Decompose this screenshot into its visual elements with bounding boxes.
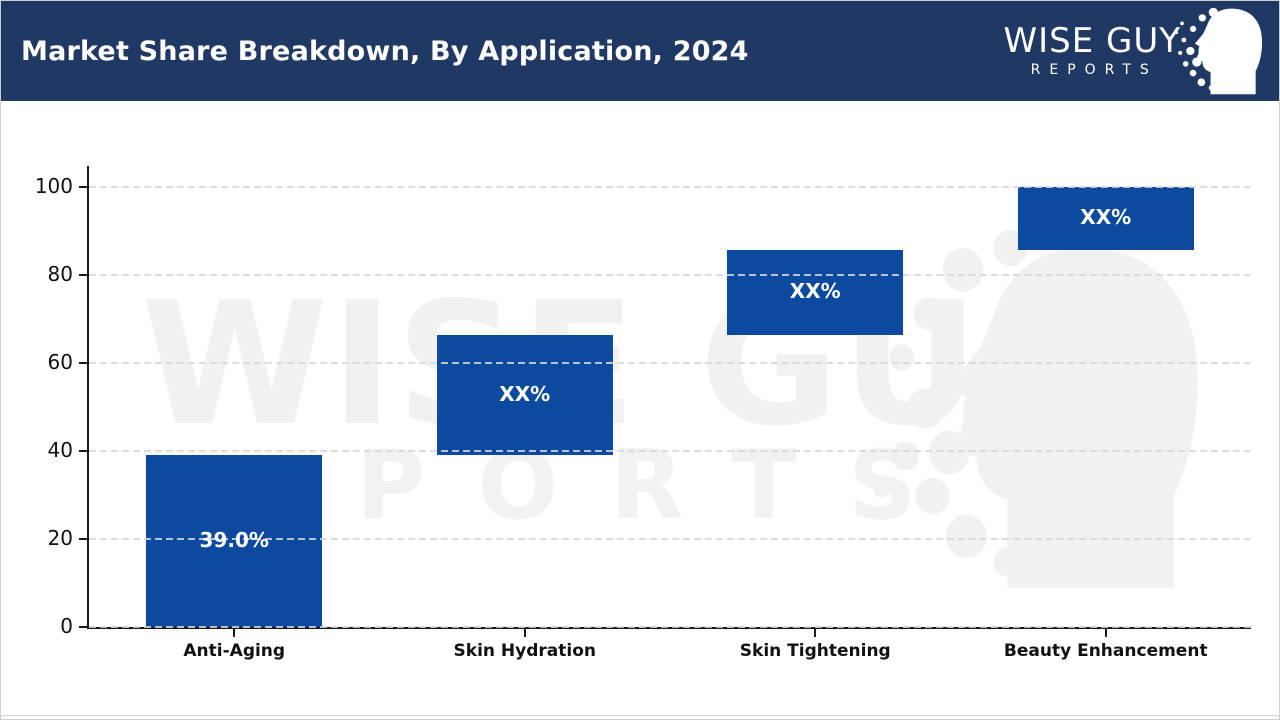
x-tick-mark [1104,629,1107,637]
bar-beauty-enhancement [1017,187,1194,250]
head-profile-logo-icon [1175,7,1263,95]
watermark-head-icon [867,229,1198,588]
x-category-label: Anti-Aging [183,641,286,661]
y-tick-label: 80 [47,262,73,286]
y-tick-mark [79,450,87,452]
y-tick-mark [79,186,87,188]
brand-subtitle: REPORTS [1030,61,1158,78]
page-title: Market Share Breakdown, By Application, … [21,35,749,67]
y-tick-label: 60 [47,350,73,374]
y-gridline [89,186,1251,188]
y-gridline [89,538,1251,540]
y-tick-mark [79,626,87,628]
x-category-label: Skin Hydration [453,641,596,661]
x-tick-mark [523,629,526,637]
x-category-label: Beauty Enhancement [1003,641,1208,661]
bar-value-label: XX% [1080,205,1132,230]
y-gridline [89,362,1251,364]
bar-skin-tightening [727,249,904,335]
y-tick-mark [79,538,87,540]
brand-logo: WISE GUY REPORTS [1003,5,1265,97]
x-category-label: Skin Tightening [739,641,891,661]
y-tick-mark [79,362,87,364]
header-bar: Market Share Breakdown, By Application, … [1,1,1279,101]
y-tick-label: 40 [47,438,73,462]
y-axis-spine [87,165,89,629]
bar-skin-hydration [436,334,613,456]
brand-logo-text: WISE GUY REPORTS [1003,21,1181,78]
bottom-frame-line [1,715,1279,716]
x-axis-spine [87,627,1251,629]
bar-value-label: XX% [499,382,551,407]
bar-anti-aging [146,455,323,627]
y-gridline [89,626,1251,628]
y-gridline [89,450,1251,452]
x-tick-mark [814,629,817,637]
y-tick-label: 0 [60,614,73,638]
y-tick-mark [79,274,87,276]
y-tick-label: 20 [47,526,73,550]
x-tick-mark [233,629,236,637]
bar-value-label: XX% [789,279,841,304]
y-gridline [89,274,1251,276]
bar-value-label: 39.0% [199,528,269,553]
y-tick-label: 100 [34,174,73,198]
brand-name: WISE GUY [1003,21,1181,62]
